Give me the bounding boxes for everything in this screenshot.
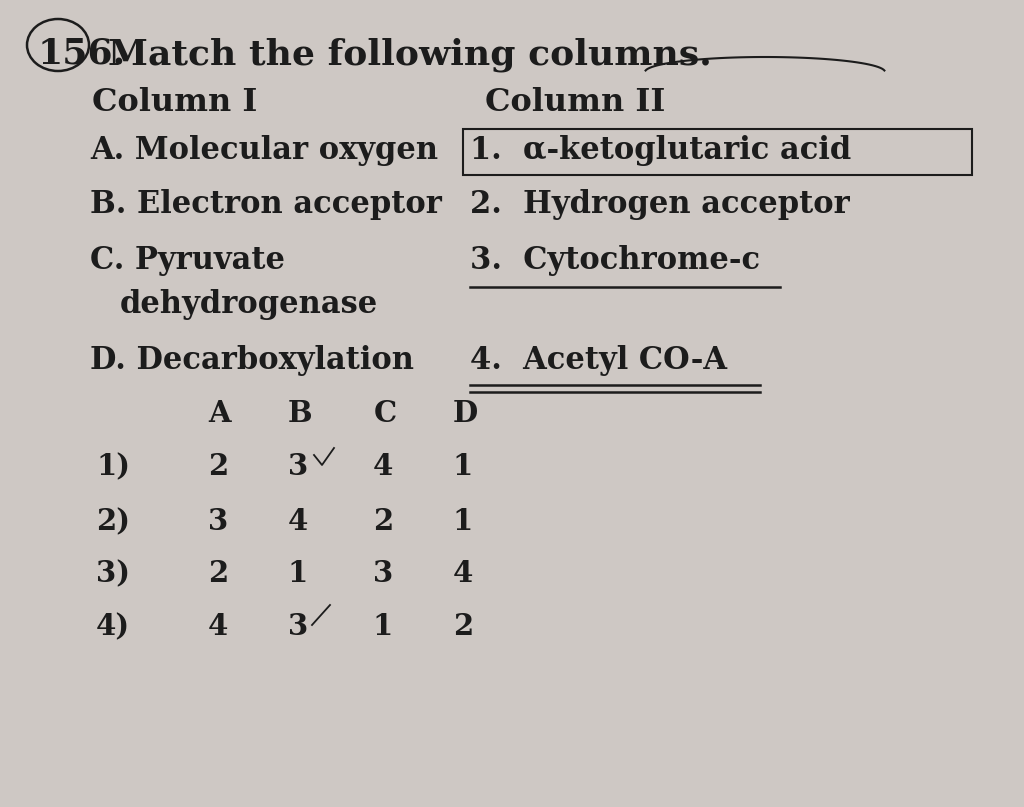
Text: 2.  Hydrogen acceptor: 2. Hydrogen acceptor: [470, 189, 850, 220]
Text: 4: 4: [288, 507, 308, 536]
Text: D: D: [453, 399, 477, 428]
Text: 1): 1): [96, 452, 130, 481]
Text: 1: 1: [453, 452, 473, 481]
Text: 3: 3: [208, 507, 228, 536]
Text: dehydrogenase: dehydrogenase: [120, 289, 378, 320]
Text: Column I: Column I: [92, 87, 258, 118]
Text: 3): 3): [96, 559, 130, 588]
Text: 2: 2: [453, 612, 473, 641]
Text: 4: 4: [208, 612, 228, 641]
Text: 4: 4: [373, 452, 393, 481]
Text: A: A: [209, 399, 231, 428]
Text: 2: 2: [208, 559, 228, 588]
Text: 4: 4: [453, 559, 473, 588]
Text: Column II: Column II: [484, 87, 666, 118]
Text: A. Molecular oxygen: A. Molecular oxygen: [90, 135, 438, 166]
Text: 3: 3: [373, 559, 393, 588]
Text: 3.  Cytochrome-c: 3. Cytochrome-c: [470, 245, 760, 276]
Text: B. Electron acceptor: B. Electron acceptor: [90, 189, 442, 220]
Text: C: C: [374, 399, 396, 428]
Text: 1: 1: [288, 559, 308, 588]
Text: 4.  Acetyl CO-A: 4. Acetyl CO-A: [470, 345, 727, 376]
Text: 3: 3: [288, 452, 308, 481]
Text: C. Pyruvate: C. Pyruvate: [90, 245, 285, 276]
Text: 3: 3: [288, 612, 308, 641]
Text: 156.: 156.: [38, 37, 126, 71]
Text: 1.  α-ketoglutaric acid: 1. α-ketoglutaric acid: [470, 135, 851, 166]
Text: 2: 2: [373, 507, 393, 536]
Text: Match the following columns.: Match the following columns.: [108, 37, 712, 72]
Text: B: B: [288, 399, 312, 428]
Text: 2): 2): [96, 507, 130, 536]
Text: 1: 1: [373, 612, 393, 641]
Text: D. Decarboxylation: D. Decarboxylation: [90, 345, 414, 376]
Text: 4): 4): [96, 612, 130, 641]
Text: 1: 1: [453, 507, 473, 536]
Text: 2: 2: [208, 452, 228, 481]
